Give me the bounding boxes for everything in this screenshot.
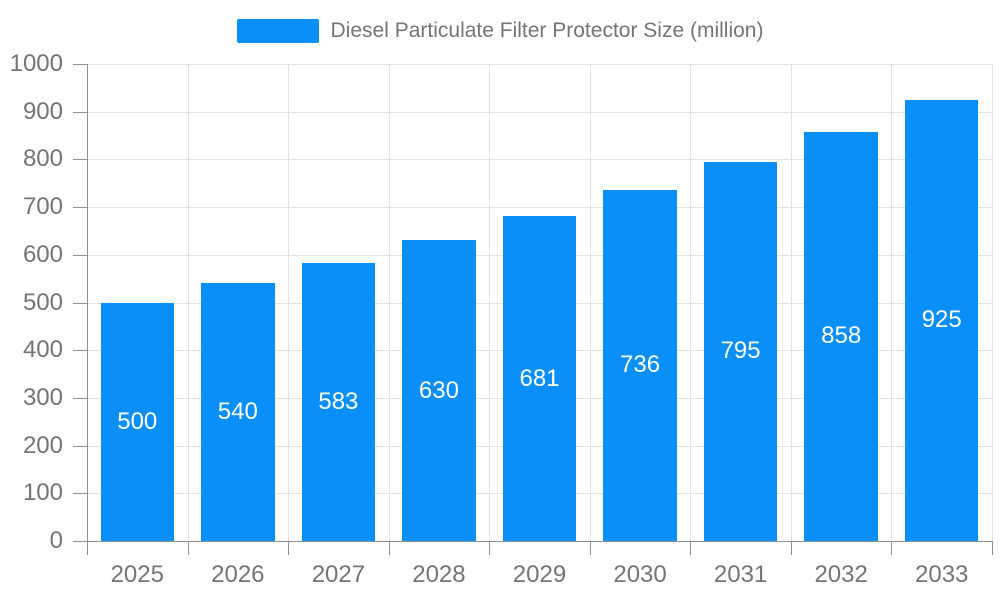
x-axis-category-label: 2026 xyxy=(211,561,265,588)
x-axis-tick xyxy=(388,541,390,555)
y-axis-tick-label: 800 xyxy=(22,145,63,173)
y-axis-tick-label: 200 xyxy=(22,431,63,459)
x-axis-tick xyxy=(690,541,692,555)
x-axis-category-label: 2029 xyxy=(512,561,567,588)
y-axis-tick xyxy=(73,350,87,352)
x-axis-line xyxy=(87,541,992,542)
y-axis-tick xyxy=(73,302,87,304)
y-axis-tick-label: 0 xyxy=(49,527,63,554)
x-axis-tick xyxy=(992,541,993,555)
bar-value-label: 736 xyxy=(620,351,661,379)
x-axis-tick xyxy=(790,541,792,555)
y-axis-tick-label: 100 xyxy=(22,479,63,507)
y-gridline xyxy=(87,159,992,161)
bar-value-label: 583 xyxy=(318,387,359,415)
bar-2030[interactable]: 736 xyxy=(603,189,677,541)
y-axis-tick-label: 300 xyxy=(22,383,63,411)
y-axis-tick xyxy=(73,541,87,542)
y-axis-tick xyxy=(73,397,87,399)
legend-item[interactable]: Diesel Particulate Filter Protector Size… xyxy=(0,19,1000,43)
legend-swatch-icon xyxy=(236,19,319,43)
x-gridline xyxy=(992,64,993,541)
y-gridline xyxy=(87,64,992,65)
y-axis-tick xyxy=(73,254,87,256)
x-gridline xyxy=(288,64,290,541)
x-axis-tick xyxy=(87,541,88,555)
bar-value-label: 540 xyxy=(217,398,258,426)
x-axis-category-label: 2025 xyxy=(110,561,164,588)
bar-value-label: 500 xyxy=(117,407,158,435)
bar-2033[interactable]: 925 xyxy=(905,99,979,541)
y-gridline xyxy=(87,111,992,113)
y-axis-tick xyxy=(73,159,87,161)
bar-2029[interactable]: 681 xyxy=(502,216,577,541)
x-gridline xyxy=(891,64,893,541)
x-gridline xyxy=(187,64,189,541)
x-axis-tick xyxy=(288,541,290,555)
legend-label: Diesel Particulate Filter Protector Size… xyxy=(330,19,764,42)
y-axis-tick xyxy=(73,445,87,447)
x-axis-tick xyxy=(891,541,893,555)
x-axis-category-label: 2028 xyxy=(412,561,466,588)
bar-value-label: 795 xyxy=(720,337,761,365)
x-gridline xyxy=(690,64,692,541)
y-axis-tick xyxy=(73,493,87,495)
bar-value-label: 630 xyxy=(418,376,459,404)
x-axis-category-label: 2032 xyxy=(814,561,868,588)
y-axis-tick-label: 500 xyxy=(22,288,63,316)
y-axis-tick-label: 700 xyxy=(22,193,63,221)
bar-2025[interactable]: 500 xyxy=(100,302,174,541)
bar-2027[interactable]: 583 xyxy=(301,262,376,541)
x-gridline xyxy=(388,64,390,541)
plot-area: 0 100 200 300 400 500 600 700 800 900 1000 500 540 58… xyxy=(10,50,993,588)
y-gridline xyxy=(87,207,992,209)
x-axis-tick xyxy=(187,541,189,555)
y-axis-tick xyxy=(73,111,87,113)
y-axis-tick-label: 1000 xyxy=(9,50,63,77)
x-axis-tick xyxy=(589,541,591,555)
bar-value-label: 858 xyxy=(821,322,862,350)
bar-2028[interactable]: 630 xyxy=(402,240,476,541)
x-axis-category-label: 2031 xyxy=(713,561,768,588)
y-axis-tick-label: 900 xyxy=(22,97,63,125)
x-axis-category-label: 2033 xyxy=(915,561,969,588)
y-axis-tick xyxy=(73,207,87,209)
y-axis-line xyxy=(87,64,88,541)
y-axis-tick-label: 600 xyxy=(22,240,63,268)
bar-value-label: 925 xyxy=(921,306,962,334)
y-axis-tick-label: 400 xyxy=(22,336,63,364)
x-gridline xyxy=(790,64,792,541)
bar-2026[interactable]: 540 xyxy=(201,283,275,541)
y-axis-tick xyxy=(73,64,87,65)
bar-2031[interactable]: 795 xyxy=(703,161,778,541)
x-axis-category-label: 2030 xyxy=(613,561,667,588)
bar-value-label: 681 xyxy=(519,364,560,392)
x-gridline xyxy=(589,64,591,541)
x-gridline xyxy=(489,64,491,541)
bar-2032[interactable]: 858 xyxy=(804,131,878,541)
x-axis-tick xyxy=(489,541,491,555)
x-axis-category-label: 2027 xyxy=(311,561,366,588)
